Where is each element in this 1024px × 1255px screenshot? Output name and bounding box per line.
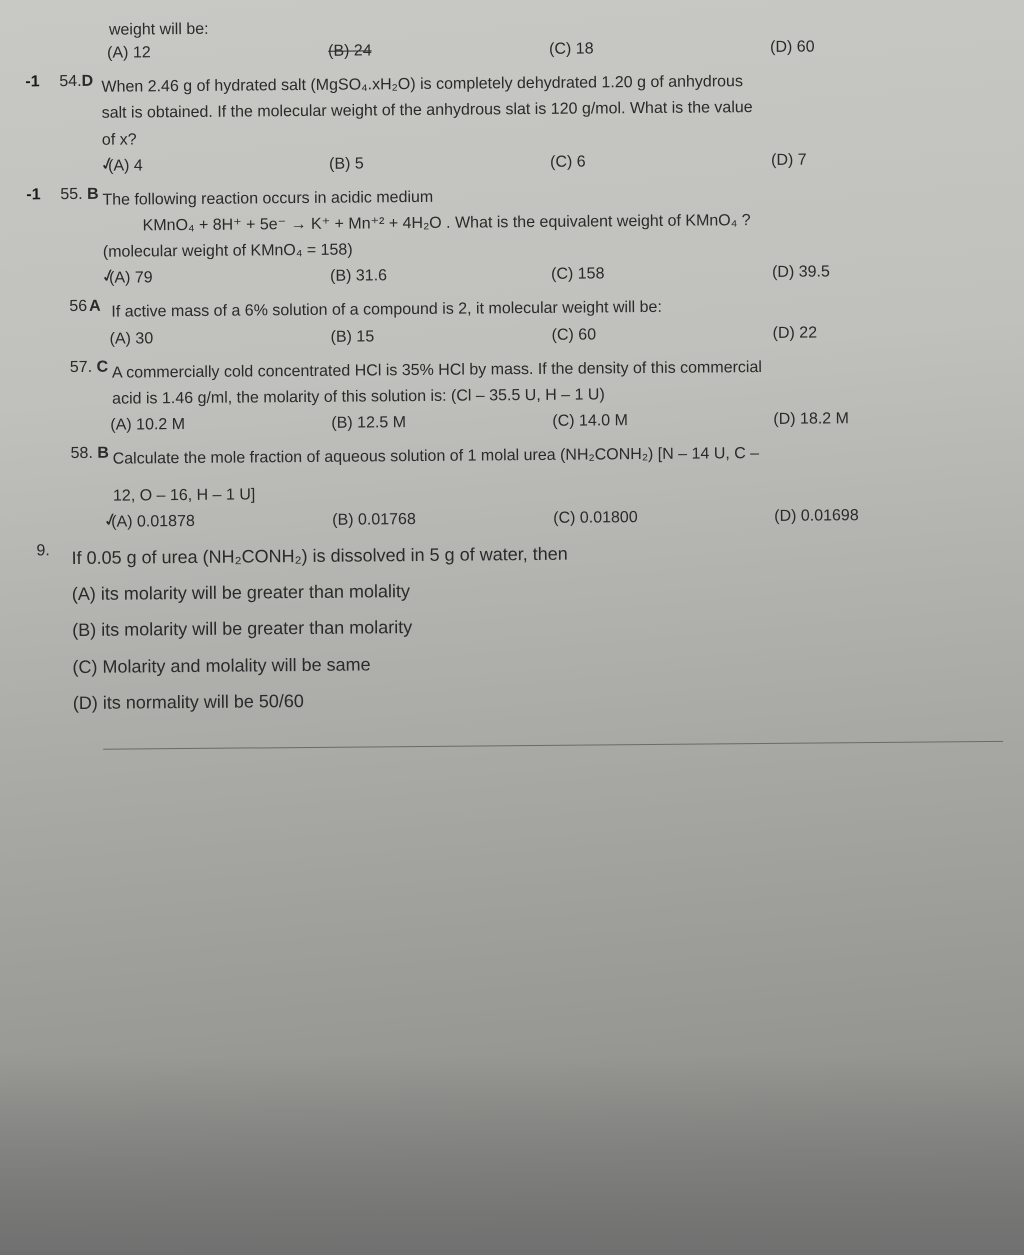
q55-prefix: -1 <box>26 186 60 204</box>
q56: 56A If active mass of a 6% solution of a… <box>69 290 993 327</box>
q57-opt-d: (D) 18.2 M <box>773 409 994 429</box>
q9-opt-b: (B) its molarity will be greater than mo… <box>72 609 996 643</box>
q55-number: 55. B <box>60 185 102 203</box>
q54: -1 54.D When 2.46 g of hydrated salt (Mg… <box>67 65 992 155</box>
q9-number: 9. <box>36 542 71 560</box>
q56-options: (A) 30 (B) 15 (C) 60 (D) 22 <box>110 322 994 348</box>
q57: 57. C A commercially cold concentrated H… <box>70 350 994 413</box>
q54-opt-b: (B) 5 <box>329 154 550 174</box>
q58-options: ✓ (A) 0.01878 (B) 0.01768 (C) 0.01800 (D… <box>111 506 995 532</box>
q53-stem-text: weight will be: <box>109 21 209 39</box>
q9-opt-d: (D) its normality will be 50/60 <box>73 682 997 716</box>
q9-opt-a: (A) its molarity will be greater than mo… <box>72 573 996 607</box>
content: weight will be: (A) 12 (B) 24 (C) 18 (D)… <box>67 11 997 750</box>
q55-options: ✓ (A) 79 (B) 31.6 (C) 158 (D) 39.5 <box>109 262 993 288</box>
q56-line1: If active mass of a 6% solution of a com… <box>111 293 993 324</box>
q56-opt-d: (D) 22 <box>773 322 994 342</box>
q58-number: 58. B <box>71 445 113 463</box>
q55-opt-a: (A) 79 <box>109 268 330 288</box>
q53-opt-b: (B) 24 <box>328 41 549 61</box>
q58-opt-d: (D) 0.01698 <box>774 506 995 526</box>
q57-opt-c: (C) 14.0 M <box>552 411 773 431</box>
q57-options: (A) 10.2 M (B) 12.5 M (C) 14.0 M (D) 18.… <box>110 409 994 435</box>
q58-opt-b: (B) 0.01768 <box>332 510 553 530</box>
q55-line1: The following reaction occurs in acidic … <box>102 181 992 212</box>
q9-opt-c: (C) Molarity and molality will be same <box>72 645 996 679</box>
document-page: weight will be: (A) 12 (B) 24 (C) 18 (D)… <box>0 0 1024 1255</box>
q56-opt-a: (A) 30 <box>110 328 331 348</box>
q54-check-icon: ✓ <box>98 152 118 176</box>
q54-number: 54.D <box>59 73 101 91</box>
q53-stem: weight will be: <box>109 11 991 42</box>
page-shadow <box>0 1055 1024 1255</box>
q57-number: 57. C <box>70 358 112 376</box>
q54-line2: salt is obtained. If the molecular weigh… <box>102 94 992 125</box>
q55-line2: KMnO₄ + 8H⁺ + 5e⁻ → K⁺ + Mn⁺² + 4H₂O . W… <box>143 207 993 238</box>
q57-line2: acid is 1.46 g/ml, the molarity of this … <box>112 380 994 411</box>
q57-line1: A commercially cold concentrated HCl is … <box>112 353 994 384</box>
q55-opt-d: (D) 39.5 <box>772 262 993 282</box>
q56-opt-b: (B) 15 <box>331 326 552 346</box>
q58-line1: Calculate the mole fraction of aqueous s… <box>113 440 995 471</box>
q58-line2: 12, O – 16, H – 1 U] <box>113 477 995 508</box>
q56-number: 56A <box>69 298 111 316</box>
q55-line3: (molecular weight of KMnO₄ = 158) <box>103 233 993 264</box>
q55: -1 55. B The following reaction occurs i… <box>68 178 993 268</box>
q53-opt-a: (A) 12 <box>107 43 328 63</box>
q58-opt-c: (C) 0.01800 <box>553 508 774 528</box>
q57-opt-b: (B) 12.5 M <box>331 413 552 433</box>
q58-check-icon: ✓ <box>101 508 121 532</box>
separator-line <box>103 741 1003 750</box>
q53-options: (A) 12 (B) 24 (C) 18 (D) 60 <box>107 37 991 63</box>
q56-opt-c: (C) 60 <box>552 324 773 344</box>
q57-opt-a: (A) 10.2 M <box>110 415 331 435</box>
q54-options: ✓ (A) 4 (B) 5 (C) 6 (D) 7 <box>108 150 992 176</box>
q55-check-icon: ✓ <box>99 264 119 288</box>
q9: 9. If 0.05 g of urea (NH₂CONH₂) is disso… <box>36 534 997 719</box>
q58: 58. B Calculate the mole fraction of aqu… <box>71 437 996 511</box>
q53-opt-d: (D) 60 <box>770 37 991 57</box>
q54-prefix: -1 <box>25 73 59 91</box>
q54-opt-c: (C) 6 <box>550 152 771 172</box>
q54-opt-a: (A) 4 <box>108 156 329 176</box>
q54-opt-d: (D) 7 <box>771 150 992 170</box>
q9-line1: If 0.05 g of urea (NH₂CONH₂) is dissolve… <box>71 537 995 571</box>
q55-opt-c: (C) 158 <box>551 264 772 284</box>
q54-line3: of x? <box>102 121 992 152</box>
q54-line1: When 2.46 g of hydrated salt (MgSO₄.xH₂O… <box>101 68 991 99</box>
q58-opt-a: (A) 0.01878 <box>111 512 332 532</box>
q53-opt-c: (C) 18 <box>549 39 770 59</box>
q55-opt-b: (B) 31.6 <box>330 266 551 286</box>
